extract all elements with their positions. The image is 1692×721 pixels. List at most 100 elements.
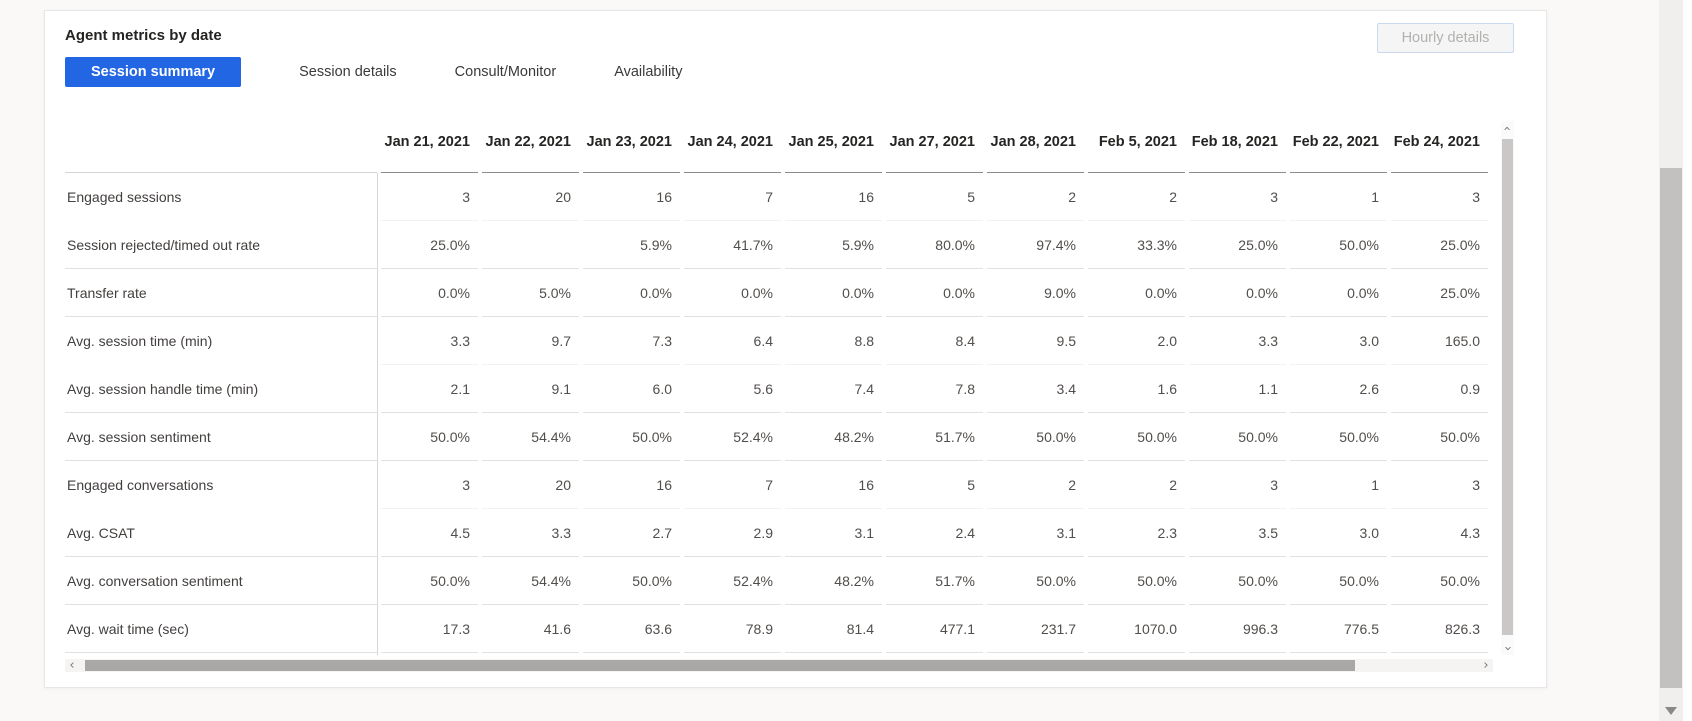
table-cell: 6.0 [583,365,680,413]
table-cell: 2.9 [684,509,781,557]
table-cell: 50.0% [987,557,1084,605]
table-cell: 0.0% [684,269,781,317]
table-cell: 2.0 [1088,317,1185,365]
page-scroll-down-icon[interactable] [1665,707,1677,715]
column-header: Jan 22, 2021 [482,111,579,173]
scroll-up-button[interactable]: › [1500,121,1515,135]
table-cell: 2.1 [381,365,478,413]
table-cell: 3.4 [987,365,1084,413]
table-horizontal-scrollbar-thumb[interactable] [85,660,1355,671]
table-cell: 25.0% [1391,269,1488,317]
table-cell: 51.7% [886,557,983,605]
table-horizontal-scrollbar[interactable]: ‹ › [65,659,1493,672]
row-label: Engaged conversations [67,476,214,493]
table-cell: 78.9 [684,605,781,653]
label-column-divider [377,173,378,655]
table-cell: 16 [583,461,680,509]
column-header: Jan 23, 2021 [583,111,680,173]
tab-availability[interactable]: Availability [614,64,683,80]
table-cell: 0.9 [1391,365,1488,413]
metrics-table: Jan 21, 2021 Jan 22, 2021 Jan 23, 2021 Jan … [65,111,1488,653]
agent-metrics-card: Agent metrics by date Hourly details Ses… [44,10,1547,688]
table-cell: 776.5 [1290,605,1387,653]
table-cell: 8.4 [886,317,983,365]
table-cell: 33.3% [1088,221,1185,269]
table-cell: 41.6 [482,605,579,653]
table-cell: 2.4 [886,509,983,557]
tab-bar: Session summary Session details Consult/Mo… [65,57,682,87]
table-cell: 20 [482,461,579,509]
table-cell: 7 [684,173,781,221]
table-cell: 0.0% [785,269,882,317]
row-label: Session rejected/timed out rate [65,221,377,269]
hourly-details-button[interactable]: Hourly details [1377,23,1514,53]
scroll-right-button[interactable]: › [1479,659,1493,672]
column-header: Feb 18, 2021 [1189,111,1286,173]
table-cell: 25.0% [1391,221,1488,269]
table-cell: 3.1 [785,509,882,557]
table-cell: 4.3 [1391,509,1488,557]
table-cell: 50.0% [987,413,1084,461]
table-cell: 5.6 [684,365,781,413]
table-cell: 41.7% [684,221,781,269]
table-cell: 0.0% [1189,269,1286,317]
table-cell: 50.0% [381,413,478,461]
column-header: Feb 24, 2021 [1391,111,1488,173]
table-vertical-scrollbar-thumb[interactable] [1502,139,1513,635]
table-cell: 7.4 [785,365,882,413]
table-cell: 50.0% [1088,557,1185,605]
table-cell: 48.2% [785,557,882,605]
table-cell: 0.0% [583,269,680,317]
table-cell: 231.7 [987,605,1084,653]
row-label: Avg. wait time (sec) [65,605,377,653]
table-cell: 3 [1189,461,1286,509]
column-header: Jan 27, 2021 [886,111,983,173]
table-cell: 63.6 [583,605,680,653]
table-cell: 52.4% [684,413,781,461]
table-cell: 17.3 [381,605,478,653]
tab-session-summary[interactable]: Session summary [65,57,242,87]
table-cell: 2 [1088,461,1185,509]
scroll-left-button[interactable]: ‹ [65,659,79,672]
table-cell: 1 [1290,173,1387,221]
table-cell: 0.0% [1290,269,1387,317]
table-cell: 0.0% [1088,269,1185,317]
tab-session-details[interactable]: Session details [299,64,397,80]
table-cell: 3 [1391,173,1488,221]
table-cell: 0.0% [381,269,478,317]
table-cell: 165.0 [1391,317,1488,365]
row-label-column-header [65,111,377,173]
table-cell: 16 [785,173,882,221]
table-cell: 16 [583,173,680,221]
table-cell: 5.0% [482,269,579,317]
table-cell: 3.0 [1290,317,1387,365]
table-cell: 9.1 [482,365,579,413]
table-cell: 54.4% [482,557,579,605]
page-scrollbar-thumb[interactable] [1660,168,1682,688]
tab-consult-monitor[interactable]: Consult/Monitor [454,64,557,80]
table-cell: 50.0% [381,557,478,605]
column-header: Jan 28, 2021 [987,111,1084,173]
table-cell: 50.0% [1391,413,1488,461]
page-scrollbar[interactable] [1659,0,1683,721]
column-header: Jan 21, 2021 [381,111,478,173]
table-cell: 8.8 [785,317,882,365]
table-cell: 3 [381,461,478,509]
table-cell: 1070.0 [1088,605,1185,653]
column-header: Feb 22, 2021 [1290,111,1387,173]
table-cell: 3.1 [987,509,1084,557]
table-cell: 1.1 [1189,365,1286,413]
table-cell: 3 [1189,173,1286,221]
table-cell: 54.4% [482,413,579,461]
table-vertical-scrollbar[interactable]: › › [1500,121,1515,655]
table-cell: 826.3 [1391,605,1488,653]
table-cell: 5.9% [583,221,680,269]
table-cell: 3.3 [381,317,478,365]
table-cell: 4.5 [381,509,478,557]
table-cell: 477.1 [886,605,983,653]
table-cell: 0.0% [886,269,983,317]
scroll-down-button[interactable]: › [1500,641,1515,655]
table-cell: 2 [987,461,1084,509]
table-cell: 3.3 [482,509,579,557]
table-cell: 5 [886,173,983,221]
